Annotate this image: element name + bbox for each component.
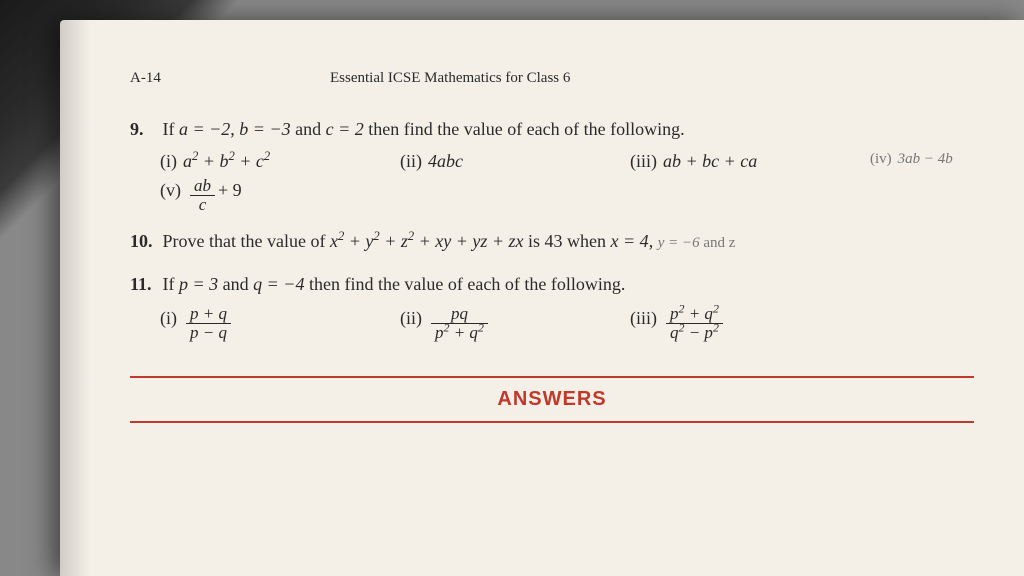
q11-ii-frac: pq p2 + q2 [431,305,488,342]
q11-part-iii: (iii) p2 + q2 q2 − p2 [630,305,870,342]
question-11: 11. If p = 3 and q = −4 then find the va… [130,270,1014,341]
q9-i-expr: a2 + b2 + c2 [183,148,270,175]
q10-text: Prove that the value of x2 + y2 + z2 + x… [163,231,736,251]
q9-ii-num: (ii) [400,148,422,175]
q11-i-frac-num: p + q [186,305,231,324]
q9-text: If a = −2, b = −3 and c = 2 then find th… [163,119,685,139]
page-header: A-14 Essential ICSE Mathematics for Clas… [130,70,1014,87]
q11-p: p = 3 [179,274,218,294]
q11-part-i: (i) p + q p − q [160,305,400,342]
q11-part-ii: (ii) pq p2 + q2 [400,305,630,342]
q9-iv-expr: 3ab − 4b [898,148,953,171]
q9-v-frac: ab c [190,177,215,214]
q9-part-iv: (iv) 3ab − 4b [870,148,1010,171]
q9-part-v: (v) ab c + 9 [160,177,360,214]
q9-suffix: then find the value of each of the follo… [364,119,685,139]
book-title: Essential ICSE Mathematics for Class 6 [330,70,1014,87]
question-10: 10. Prove that the value of x2 + y2 + z2… [130,227,1014,256]
q10-z: and z [700,235,736,251]
answers-section-header: ANSWERS [130,376,974,423]
q11-iii-frac-den: q2 − p2 [666,324,723,342]
q10-number: 10. [130,227,158,256]
q11-q: q = −4 [253,274,304,294]
q11-i-num: (i) [160,305,177,332]
q11-i-frac-den: p − q [186,324,231,342]
q11-iii-frac: p2 + q2 q2 − p2 [666,305,723,342]
q9-part-ii: (ii) 4abc [400,148,630,175]
q10-text-a: Prove that the value of [163,231,330,251]
q10-x: x = 4 [611,231,649,251]
question-9: 9. If a = −2, b = −3 and c = 2 then find… [130,115,1014,213]
q9-v-frac-den: c [190,196,215,214]
q11-ii-frac-den: p2 + q2 [431,324,488,342]
q9-v-frac-num: ab [190,177,215,196]
q9-iv-num: (iv) [870,148,892,171]
q11-prefix: If [163,274,180,294]
q10-y: y = −6 [658,235,700,251]
q11-number: 11. [130,270,158,299]
q9-b: b = −3 [239,119,290,139]
q11-and: and [218,274,253,294]
q9-i-num: (i) [160,148,177,175]
q9-part-i: (i) a2 + b2 + c2 [160,148,400,175]
textbook-page: A-14 Essential ICSE Mathematics for Clas… [60,20,1024,576]
q11-suffix: then find the value of each of the follo… [304,274,625,294]
q11-i-frac: p + q p − q [186,305,231,342]
q9-iii-num: (iii) [630,148,657,175]
q9-part-iii: (iii) ab + bc + ca [630,148,870,175]
q9-parts: (i) a2 + b2 + c2 (ii) 4abc (iii) ab + bc… [160,148,1014,214]
q9-a: a = −2 [179,119,230,139]
page-number: A-14 [130,70,330,87]
q9-prefix: If [163,119,180,139]
q9-ii-expr: 4abc [428,148,463,175]
q9-v-num: (v) [160,177,181,204]
q11-ii-num: (ii) [400,305,422,332]
q9-iii-expr: ab + bc + ca [663,148,757,175]
q9-v-tail: + 9 [218,177,242,204]
answers-label: ANSWERS [497,388,606,410]
q10-text-b: is 43 when [524,231,611,251]
q10-expr: x2 + y2 + z2 + xy + yz + zx [330,231,524,251]
q11-text: If p = 3 and q = −4 then find the value … [163,274,626,294]
q9-number: 9. [130,115,158,144]
q9-and: and [291,119,326,139]
q11-parts: (i) p + q p − q (ii) pq p2 + q2 (iii) [160,305,1014,342]
q11-iii-num: (iii) [630,305,657,332]
q9-c: c = 2 [326,119,364,139]
